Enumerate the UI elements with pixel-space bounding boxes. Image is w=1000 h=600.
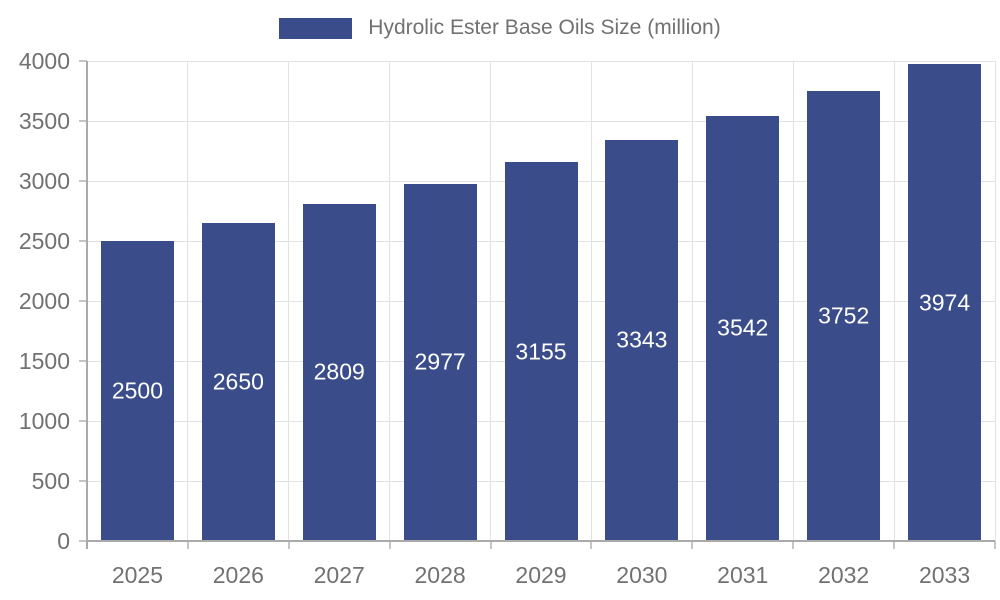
x-tick-label: 2032 <box>818 562 870 588</box>
y-tick-label: 2500 <box>18 228 70 254</box>
gridline-v <box>893 61 895 541</box>
x-tick-label: 2028 <box>414 562 466 588</box>
x-tick-mark <box>590 541 593 549</box>
y-tick-label: 500 <box>31 468 70 494</box>
x-tick-mark <box>792 541 795 549</box>
x-tick-label: 2027 <box>313 562 365 588</box>
y-tick-mark <box>79 240 87 242</box>
bar <box>100 241 174 541</box>
y-tick-label: 3000 <box>18 168 70 194</box>
bar <box>807 90 881 541</box>
bar <box>504 162 578 541</box>
bar-value-label: 3752 <box>818 302 870 329</box>
bar <box>302 203 376 541</box>
y-axis-line <box>86 61 88 549</box>
x-tick-mark <box>489 541 492 549</box>
y-tick-mark <box>79 360 87 362</box>
bar-value-label: 3155 <box>515 338 567 365</box>
gridline-v <box>691 61 693 541</box>
y-tick-mark <box>79 180 87 182</box>
gridline-h <box>87 60 995 62</box>
gridline-v <box>389 61 391 541</box>
gridline-v <box>590 61 592 541</box>
y-tick-mark <box>79 420 87 422</box>
gridline-v <box>994 61 996 541</box>
legend-label: Hydrolic Ester Base Oils Size (million) <box>368 16 721 39</box>
y-tick-label: 3500 <box>18 108 70 134</box>
gridline-v <box>288 61 290 541</box>
y-tick-label: 4000 <box>18 48 70 74</box>
bar-value-label: 3974 <box>918 289 971 316</box>
y-tick-mark <box>79 300 87 302</box>
x-tick-mark <box>994 541 996 549</box>
y-tick-mark <box>79 480 87 482</box>
y-tick-label: 0 <box>57 528 70 554</box>
bar-value-label: 2809 <box>313 358 365 385</box>
x-tick-label: 2030 <box>616 562 668 588</box>
y-tick-mark <box>79 120 87 122</box>
y-tick-mark <box>79 60 87 62</box>
bar-value-label: 2500 <box>111 377 164 404</box>
gridline-h <box>87 120 995 122</box>
x-tick-label: 2029 <box>515 562 567 588</box>
x-tick-mark <box>186 541 189 549</box>
y-tick-mark <box>79 540 87 542</box>
x-tick-label: 2033 <box>918 562 971 588</box>
legend-swatch <box>279 17 353 39</box>
y-tick-label: 1500 <box>18 348 70 374</box>
bar <box>706 115 780 541</box>
gridline-v <box>490 61 492 541</box>
x-axis-line <box>87 540 995 542</box>
bar <box>201 223 275 541</box>
x-tick-label: 2026 <box>212 562 264 588</box>
bar <box>403 183 477 541</box>
bar-value-label: 2977 <box>414 348 466 375</box>
x-tick-mark <box>388 541 391 549</box>
gridline-v <box>792 61 794 541</box>
x-tick-mark <box>287 541 290 549</box>
x-tick-label: 2025 <box>111 562 164 588</box>
y-tick-label: 2000 <box>18 288 70 314</box>
gridline-v <box>187 61 189 541</box>
bar <box>908 64 982 541</box>
bar-value-label: 3542 <box>717 314 769 341</box>
y-tick-label: 1000 <box>18 408 70 434</box>
bar-value-label: 3343 <box>616 326 668 353</box>
x-tick-mark <box>691 541 694 549</box>
x-tick-mark <box>893 541 896 549</box>
legend: Hydrolic Ester Base Oils Size (million) <box>0 16 1000 40</box>
x-tick-label: 2031 <box>717 562 769 588</box>
bar-value-label: 2650 <box>212 368 264 395</box>
bar <box>605 139 679 541</box>
legend-item[interactable]: Hydrolic Ester Base Oils Size (million) <box>279 16 721 40</box>
